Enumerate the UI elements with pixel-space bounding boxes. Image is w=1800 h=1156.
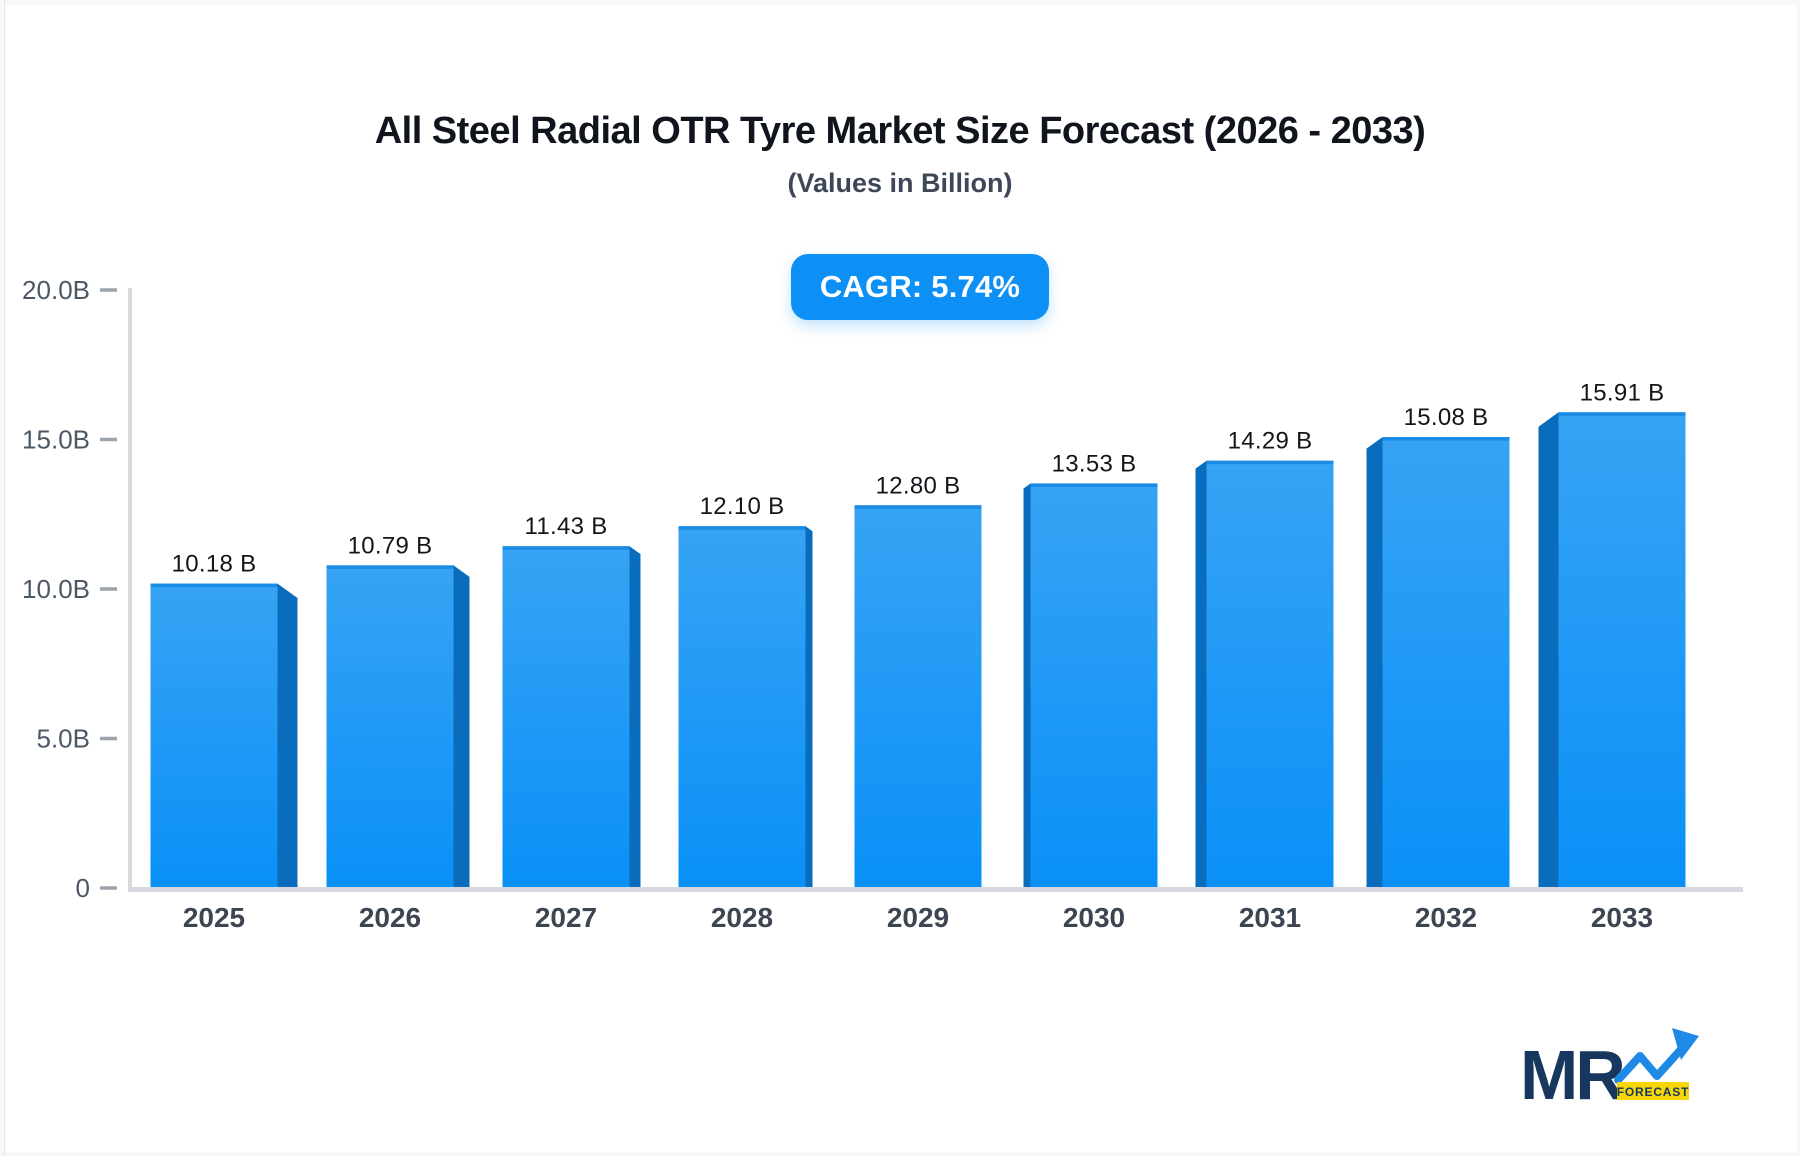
bar-top-edge bbox=[150, 583, 278, 588]
bar-top-edge bbox=[1382, 437, 1510, 441]
y-tick-label: 10.0B bbox=[22, 574, 90, 604]
bar-side-3d-face bbox=[629, 546, 641, 888]
bar-side-3d-face bbox=[1195, 460, 1207, 888]
bar-2030[interactable] bbox=[1030, 483, 1158, 888]
x-tick-label: 2030 bbox=[1063, 902, 1125, 933]
bar-2032[interactable] bbox=[1382, 437, 1510, 888]
bar-top-edge bbox=[678, 526, 806, 530]
bar-value-label: 15.08 B bbox=[1404, 404, 1489, 431]
cagr-badge-label: CAGR: 5.74% bbox=[819, 269, 1021, 304]
x-tick-label: 2033 bbox=[1591, 902, 1653, 933]
x-tick-label: 2031 bbox=[1239, 902, 1301, 933]
bar-2031[interactable] bbox=[1206, 460, 1334, 888]
bar-top-edge bbox=[326, 565, 454, 569]
logo-mr-text: MR bbox=[1520, 1036, 1625, 1114]
bar-top-edge bbox=[1558, 412, 1686, 416]
bar-2029[interactable] bbox=[854, 505, 982, 888]
bar-value-label: 15.91 B bbox=[1580, 379, 1665, 406]
bar-value-label: 12.80 B bbox=[876, 472, 961, 499]
x-tick-label: 2032 bbox=[1415, 902, 1477, 933]
y-tick-label: 0 bbox=[76, 873, 90, 903]
bar-2028[interactable] bbox=[678, 526, 806, 888]
page-frame-bottom bbox=[0, 1152, 1800, 1156]
bar-side-3d-face bbox=[805, 526, 813, 888]
chart-subtitle: (Values in Billion) bbox=[787, 168, 1013, 198]
bar-value-label: 10.18 B bbox=[172, 551, 257, 578]
page-frame-top bbox=[0, 0, 1800, 5]
bar-side-3d-face bbox=[453, 565, 470, 888]
bar-top-edge bbox=[502, 546, 630, 550]
logo-forecast-band bbox=[1617, 1082, 1689, 1100]
y-tick-label: 5.0B bbox=[37, 724, 91, 754]
x-tick-label: 2027 bbox=[535, 902, 597, 933]
bar-top-edge bbox=[1030, 483, 1158, 487]
bar-2027[interactable] bbox=[502, 546, 630, 888]
page-frame-left bbox=[0, 0, 5, 1156]
logo-trend-arrowhead bbox=[1672, 1028, 1699, 1060]
bar-value-label: 11.43 B bbox=[524, 513, 607, 540]
bar-2026[interactable] bbox=[326, 565, 454, 888]
brand-logo: MR FORECAST bbox=[1520, 1028, 1699, 1114]
bar-side-3d-face bbox=[1538, 412, 1559, 888]
page-frame-right bbox=[1797, 0, 1800, 1156]
bar-side-3d-face bbox=[1366, 437, 1383, 888]
bar-value-label: 13.53 B bbox=[1052, 450, 1137, 477]
cagr-badge: CAGR: 5.74% bbox=[791, 254, 1049, 320]
bar-side-3d-face bbox=[1023, 483, 1031, 888]
x-tick-label: 2028 bbox=[711, 902, 773, 933]
bar-value-label: 10.79 B bbox=[348, 532, 433, 559]
y-tick-label: 15.0B bbox=[22, 425, 90, 455]
bar-2033[interactable] bbox=[1558, 412, 1686, 888]
bar-top-edge bbox=[854, 505, 982, 509]
bar-top-edge bbox=[1206, 460, 1334, 465]
logo-forecast-text: FORECAST bbox=[1617, 1085, 1689, 1099]
bar-value-label: 12.10 B bbox=[700, 493, 785, 520]
x-tick-label: 2025 bbox=[183, 902, 245, 933]
x-tick-label: 2026 bbox=[359, 902, 421, 933]
y-tick-label: 20.0B bbox=[22, 275, 90, 305]
chart-title: All Steel Radial OTR Tyre Market Size Fo… bbox=[374, 110, 1426, 152]
logo-trend-arrow bbox=[1614, 1042, 1688, 1084]
bar-value-label: 14.29 B bbox=[1228, 428, 1313, 455]
bar-2025[interactable] bbox=[150, 583, 278, 888]
x-tick-label: 2029 bbox=[887, 902, 949, 933]
bar-side-3d-face bbox=[277, 583, 298, 888]
